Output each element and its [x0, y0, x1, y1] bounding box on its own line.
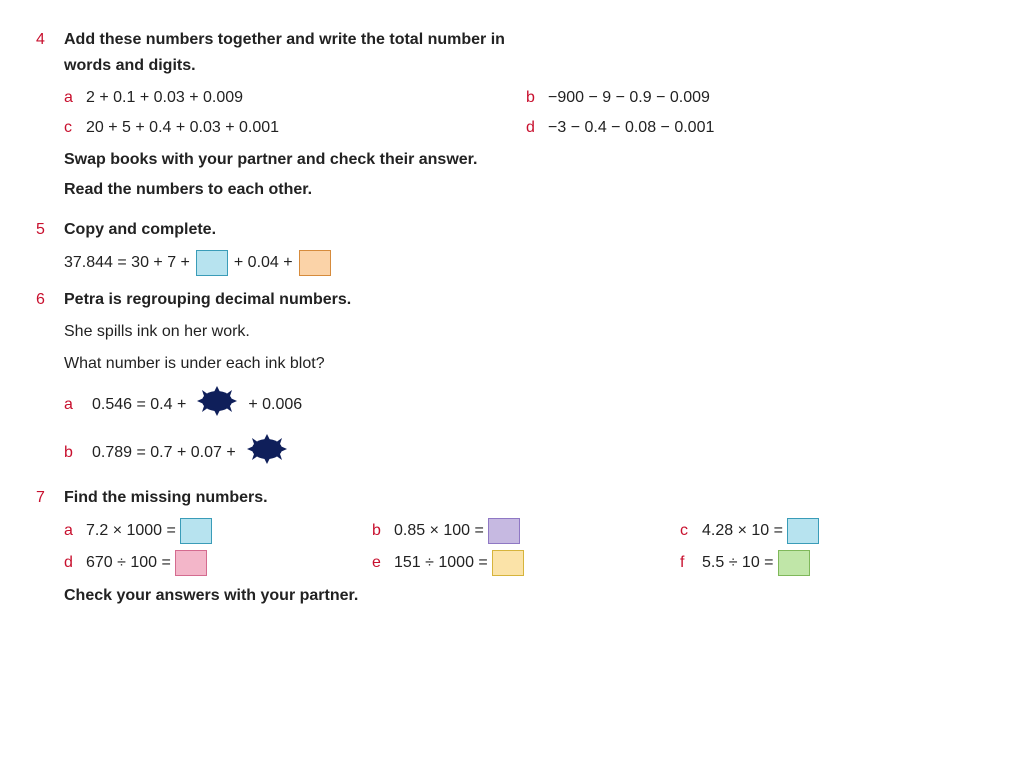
context-line: She spills ink on her work. [64, 320, 988, 344]
sub-label: f [680, 551, 702, 575]
prompt: Copy and complete. [64, 218, 988, 242]
question-number: 7 [36, 486, 64, 614]
note-line-2: Read the numbers to each other. [64, 178, 988, 202]
sub-label: c [64, 116, 86, 140]
sub-label: b [64, 441, 86, 465]
equation-line: 37.844 = 30 + 7 + + 0.04 + [64, 250, 988, 276]
note-line-1: Swap books with your partner and check t… [64, 148, 988, 172]
answer-box [778, 550, 810, 576]
sub-expr: 4.28 × 10 = [702, 519, 783, 543]
sub-expr: 151 ÷ 1000 = [394, 551, 488, 575]
answer-box [492, 550, 524, 576]
question-line: What number is under each ink blot? [64, 352, 988, 376]
sub-label: b [526, 86, 548, 110]
sub-label: e [372, 551, 394, 575]
prompt: Find the missing numbers. [64, 486, 988, 510]
sub-expr: −900 − 9 − 0.9 − 0.009 [548, 86, 710, 110]
question-4: 4 Add these numbers together and write t… [36, 28, 988, 212]
sub-a: a 2 + 0.1 + 0.03 + 0.009 [64, 86, 526, 110]
question-body: Copy and complete. 37.844 = 30 + 7 + + 0… [64, 218, 988, 282]
question-number: 6 [36, 288, 64, 480]
sub-label: a [64, 519, 86, 543]
sub-e: e 151 ÷ 1000 = [372, 550, 680, 576]
eq-mid: + 0.04 + [234, 251, 293, 275]
sub-a: a 0.546 = 0.4 + + [64, 384, 988, 426]
sub-expr: 2 + 0.1 + 0.03 + 0.009 [86, 86, 243, 110]
sub-label: c [680, 519, 702, 543]
sub-label: a [64, 393, 86, 417]
sub-b: b 0.789 = 0.7 + 0.07 + [64, 432, 988, 474]
eq-lhs: 0.789 = 0.7 + 0.07 + [92, 441, 236, 465]
question-number: 4 [36, 28, 64, 212]
sub-row-abc: a 7.2 × 1000 = b 0.85 × 100 = c 4.28 × 1… [64, 518, 988, 544]
answer-box [787, 518, 819, 544]
sub-expr: 0.85 × 100 = [394, 519, 484, 543]
answer-box-1 [196, 250, 228, 276]
sub-expr: 20 + 5 + 0.4 + 0.03 + 0.001 [86, 116, 279, 140]
question-number: 5 [36, 218, 64, 282]
answer-box [180, 518, 212, 544]
sub-expr: 670 ÷ 100 = [86, 551, 171, 575]
answer-box [488, 518, 520, 544]
sub-label: b [372, 519, 394, 543]
prompt: Petra is regrouping decimal numbers. [64, 288, 988, 312]
prompt-line-2: words and digits. [64, 54, 988, 78]
prompt-line-1: Add these numbers together and write the… [64, 28, 988, 52]
question-7: 7 Find the missing numbers. a 7.2 × 1000… [36, 486, 988, 614]
eq-lhs: 0.546 = 0.4 + [92, 393, 186, 417]
question-6: 6 Petra is regrouping decimal numbers. S… [36, 288, 988, 480]
ink-blot-icon [242, 432, 292, 474]
sub-a: a 7.2 × 1000 = [64, 518, 372, 544]
sub-label: a [64, 86, 86, 110]
question-body: Add these numbers together and write the… [64, 28, 988, 212]
sub-f: f 5.5 ÷ 10 = [680, 550, 988, 576]
ink-blot-icon [192, 384, 242, 426]
question-body: Find the missing numbers. a 7.2 × 1000 =… [64, 486, 988, 614]
sub-d: d 670 ÷ 100 = [64, 550, 372, 576]
eq-lhs: 37.844 = 30 + 7 + [64, 251, 190, 275]
question-5: 5 Copy and complete. 37.844 = 30 + 7 + +… [36, 218, 988, 282]
answer-box [175, 550, 207, 576]
sub-expr: −3 − 0.4 − 0.08 − 0.001 [548, 116, 714, 140]
sub-c: c 4.28 × 10 = [680, 518, 988, 544]
sub-expr: 7.2 × 1000 = [86, 519, 176, 543]
sub-label: d [526, 116, 548, 140]
eq-rhs: + 0.006 [248, 393, 302, 417]
sub-b: b −900 − 9 − 0.9 − 0.009 [526, 86, 988, 110]
sub-row-def: d 670 ÷ 100 = e 151 ÷ 1000 = f 5.5 ÷ 10 … [64, 550, 988, 576]
sub-expr: 5.5 ÷ 10 = [702, 551, 774, 575]
sub-label: d [64, 551, 86, 575]
sub-row-cd: c 20 + 5 + 0.4 + 0.03 + 0.001 d −3 − 0.4… [64, 116, 988, 140]
sub-d: d −3 − 0.4 − 0.08 − 0.001 [526, 116, 988, 140]
question-body: Petra is regrouping decimal numbers. She… [64, 288, 988, 480]
sub-row-ab: a 2 + 0.1 + 0.03 + 0.009 b −900 − 9 − 0.… [64, 86, 988, 110]
sub-c: c 20 + 5 + 0.4 + 0.03 + 0.001 [64, 116, 526, 140]
answer-box-2 [299, 250, 331, 276]
note: Check your answers with your partner. [64, 584, 988, 608]
sub-b: b 0.85 × 100 = [372, 518, 680, 544]
